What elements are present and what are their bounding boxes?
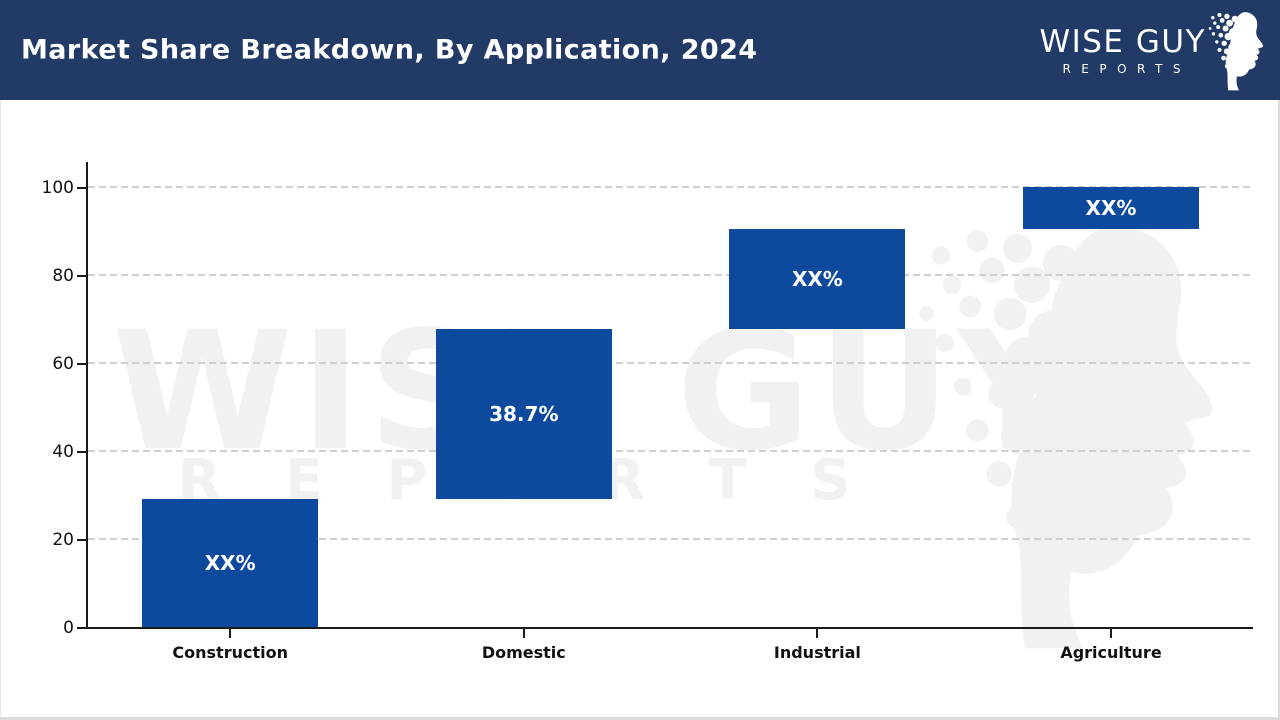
bar-value-label: XX%: [204, 550, 256, 575]
page-border-bottom: [0, 717, 1280, 720]
page-title: Market Share Breakdown, By Application, …: [21, 34, 758, 66]
x-axis-line: [88, 627, 1253, 629]
y-tick-mark: [77, 451, 86, 453]
y-tick-label: 80: [52, 266, 74, 286]
gridline: [88, 186, 1253, 188]
plot-area: 0 20 40 60 80 100 XX% 38.7% XX% XX% Construction Do…: [0, 100, 1280, 720]
gridline: [88, 538, 1253, 540]
bar-value-label: XX%: [791, 266, 843, 291]
bar-industrial: XX%: [729, 228, 906, 329]
gridline: [88, 274, 1253, 276]
bar-agriculture: XX%: [1023, 187, 1199, 229]
bar-construction: XX%: [142, 498, 319, 627]
x-tick-mark: [229, 629, 232, 638]
x-category-label-domestic: Domestic: [481, 643, 566, 662]
y-tick-label: 40: [52, 442, 74, 462]
wise-guy-reports-logo: WISE GUY REPORTS: [1039, 6, 1274, 94]
y-tick-label: 100: [41, 178, 74, 198]
logo-wordmark: WISE GUY REPORTS: [1039, 25, 1206, 76]
y-tick-mark: [77, 539, 86, 541]
logo-wordmark-line2: REPORTS: [1062, 61, 1191, 76]
chart-area: WISE GUY R E P O R T S 020406080100XX%38…: [0, 100, 1280, 720]
y-tick-label: 0: [63, 618, 74, 638]
bar-value-label: XX%: [1085, 195, 1137, 220]
y-tick-label: 20: [52, 530, 74, 550]
y-tick-label: 60: [52, 354, 74, 374]
x-category-label-industrial: Industrial: [773, 643, 861, 662]
y-tick-mark: [77, 627, 86, 629]
gridline: [88, 362, 1253, 364]
page-border-right: [1278, 100, 1280, 720]
gridline: [88, 450, 1253, 452]
y-axis-line: [86, 162, 88, 629]
page-border-left: [0, 100, 1, 720]
x-tick-mark: [1110, 629, 1112, 638]
logo-dot-head-icon: [1208, 12, 1263, 91]
y-tick-mark: [77, 363, 86, 365]
logo-wordmark-line1: WISE GUY: [1039, 23, 1206, 60]
x-category-label-construction: Construction: [172, 643, 288, 662]
header-bar: Market Share Breakdown, By Application, …: [0, 0, 1280, 100]
x-category-label-agriculture: Agriculture: [1060, 643, 1162, 662]
y-tick-mark: [77, 275, 86, 277]
y-tick-mark: [77, 187, 86, 189]
x-tick-mark: [816, 629, 819, 638]
x-tick-mark: [522, 629, 525, 638]
bar-value-label: 38.7%: [489, 401, 559, 426]
bar-domestic: 38.7%: [435, 328, 612, 499]
